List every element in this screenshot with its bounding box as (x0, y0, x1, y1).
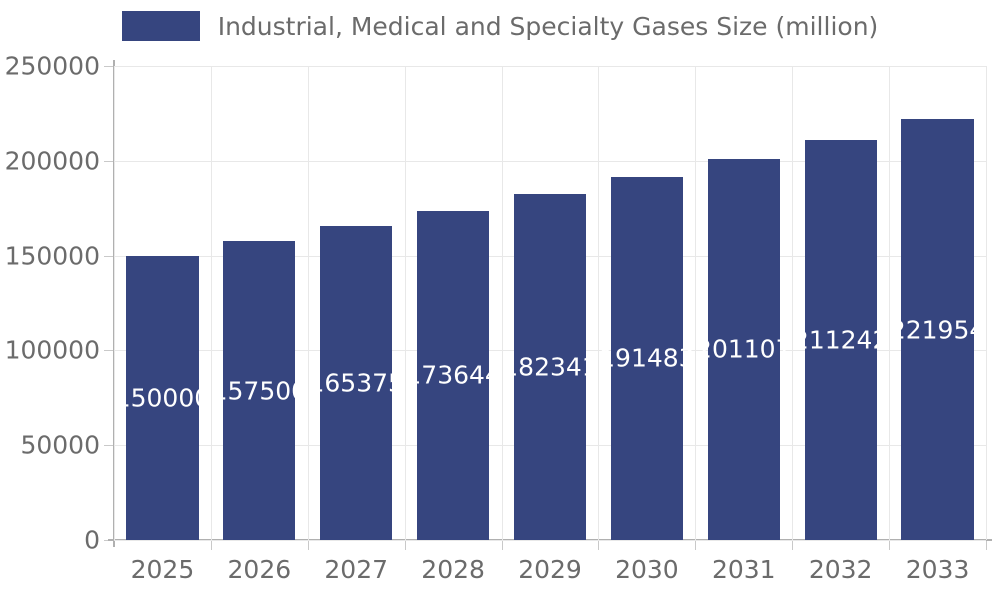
y-axis-tick-mark (104, 160, 114, 162)
bar[interactable] (223, 241, 296, 540)
x-axis-tick-mark (598, 541, 599, 550)
x-axis-tick-mark (889, 541, 890, 550)
bar[interactable] (513, 194, 587, 540)
bar[interactable] (320, 226, 393, 540)
gridline-vertical (211, 66, 212, 540)
y-axis-tick-mark (104, 66, 114, 67)
x-axis-tick-label: 2032 (808, 555, 873, 584)
gridline-vertical (695, 66, 696, 540)
x-axis-tick-mark (211, 541, 212, 550)
gridline-horizontal (114, 540, 986, 541)
gridline-horizontal (114, 66, 986, 67)
x-axis-tick-label: 2029 (518, 555, 582, 584)
y-axis-tick-mark (104, 350, 114, 352)
y-axis-tick-mark (104, 255, 114, 257)
y-axis-tick-label: 250000 (4, 51, 100, 81)
x-axis-tick-mark (986, 541, 987, 550)
bar[interactable] (126, 255, 199, 540)
chart-legend: Industrial, Medical and Specialty Gases … (0, 0, 1000, 52)
y-axis-tick-label: 0 (84, 525, 100, 555)
gridline-vertical (598, 66, 599, 540)
gridline-vertical (114, 66, 115, 540)
x-axis-tick-label: 2025 (130, 555, 195, 584)
bar[interactable] (707, 158, 780, 540)
legend-color-swatch-icon (121, 11, 200, 41)
bar[interactable] (610, 176, 683, 540)
bar[interactable] (417, 210, 490, 540)
gridline-vertical (792, 66, 793, 540)
x-axis-tick-label: 2028 (421, 555, 485, 584)
y-axis-tick-mark (104, 445, 114, 447)
bar[interactable] (804, 139, 877, 540)
x-axis: 2025 2026 2027 2028 2029 2030 2031 2032 2033 (114, 541, 987, 600)
legend-item[interactable]: Industrial, Medical and Specialty Gases … (121, 11, 879, 41)
gridline-vertical (986, 66, 987, 540)
legend-label: Industrial, Medical and Specialty Gases … (217, 11, 879, 41)
x-axis-tick-mark (502, 541, 503, 550)
x-axis-tick-mark (308, 541, 309, 550)
x-axis-tick-label: 2033 (905, 555, 970, 584)
y-axis-tick-label: 150000 (4, 241, 100, 271)
x-axis-tick-mark (792, 541, 793, 550)
x-axis-tick-label: 2027 (324, 555, 389, 584)
bar[interactable] (901, 119, 974, 540)
y-axis-tick-label: 50000 (20, 430, 100, 460)
gridline-vertical (889, 66, 890, 540)
x-axis-tick-label: 2031 (711, 555, 776, 584)
x-axis-tick-mark (405, 541, 406, 550)
x-axis-tick-label: 2030 (615, 555, 679, 584)
y-axis-tick-label: 100000 (4, 335, 100, 365)
gridline-horizontal (114, 160, 986, 162)
x-axis-tick-mark (695, 541, 696, 550)
gridline-vertical (405, 66, 406, 540)
x-axis-tick-label: 2026 (227, 555, 292, 584)
y-axis: 0 50000 100000 150000 200000 250000 (0, 0, 114, 600)
gridline-vertical (308, 66, 309, 540)
y-axis-tick-label: 200000 (4, 146, 100, 176)
gridline-vertical (502, 66, 503, 540)
plot-area: 150000 157500 165375 173644 182341 191483 2011… (114, 66, 987, 541)
